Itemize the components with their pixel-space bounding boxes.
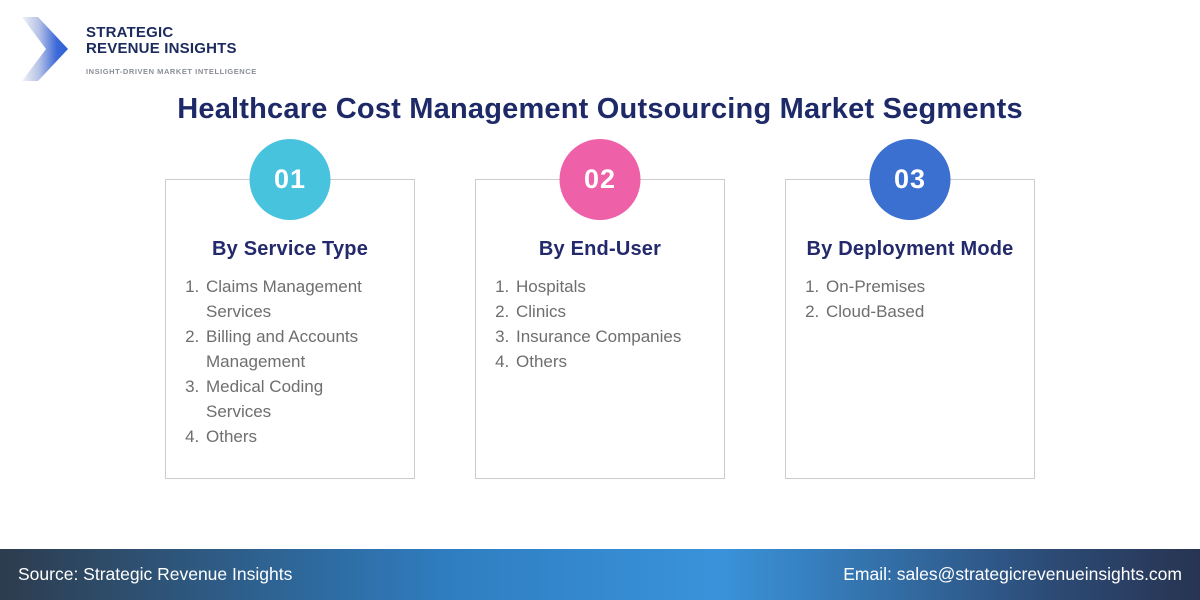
card-list-service-type: Claims Management Services Billing and A… xyxy=(166,274,376,449)
number-badge-03: 03 xyxy=(869,139,951,220)
list-item: Billing and Accounts Management xyxy=(204,324,376,374)
list-item: Insurance Companies xyxy=(514,324,686,349)
number-badge-01: 01 xyxy=(249,139,331,220)
number-badge-02: 02 xyxy=(559,139,641,220)
list-item: Others xyxy=(514,349,686,374)
chevron-arrow-icon xyxy=(22,17,68,81)
card-heading-deployment-mode: By Deployment Mode xyxy=(806,238,1014,260)
brand-logo: STRATEGIC REVENUE INSIGHTS INSIGHT-DRIVE… xyxy=(22,14,257,81)
footer-email: Email: sales@strategicrevenueinsights.co… xyxy=(843,564,1182,584)
card-list-end-user: Hospitals Clinics Insurance Companies Ot… xyxy=(476,274,686,374)
list-item: Cloud-Based xyxy=(824,299,996,324)
card-end-user: 02 By End-User Hospitals Clinics Insuran… xyxy=(475,139,725,479)
brand-name-line1: STRATEGIC xyxy=(86,24,174,41)
list-item: On-Premises xyxy=(824,274,996,299)
list-item: Hospitals xyxy=(514,274,686,299)
segment-cards: 01 By Service Type Claims Management Ser… xyxy=(165,139,1035,479)
card-deployment-mode: 03 By Deployment Mode On-Premises Cloud-… xyxy=(785,139,1035,479)
brand-text: STRATEGIC REVENUE INSIGHTS INSIGHT-DRIVE… xyxy=(86,14,257,77)
footer-source: Source: Strategic Revenue Insights xyxy=(18,564,293,584)
card-service-type: 01 By Service Type Claims Management Ser… xyxy=(165,139,415,479)
list-item: Claims Management Services xyxy=(204,274,376,324)
card-heading-end-user: By End-User xyxy=(538,238,662,260)
footer-bar: Source: Strategic Revenue Insights Email… xyxy=(0,549,1200,600)
card-heading-service-type: By Service Type xyxy=(211,238,369,260)
brand-tagline: INSIGHT-DRIVEN MARKET INTELLIGENCE xyxy=(86,67,257,76)
list-item: Others xyxy=(204,424,376,449)
list-item: Medical Coding Services xyxy=(204,374,376,424)
card-list-deployment-mode: On-Premises Cloud-Based xyxy=(786,274,996,324)
list-item: Clinics xyxy=(514,299,686,324)
page-title: Healthcare Cost Management Outsourcing M… xyxy=(177,93,1023,125)
brand-name-line2: REVENUE INSIGHTS xyxy=(86,40,237,57)
